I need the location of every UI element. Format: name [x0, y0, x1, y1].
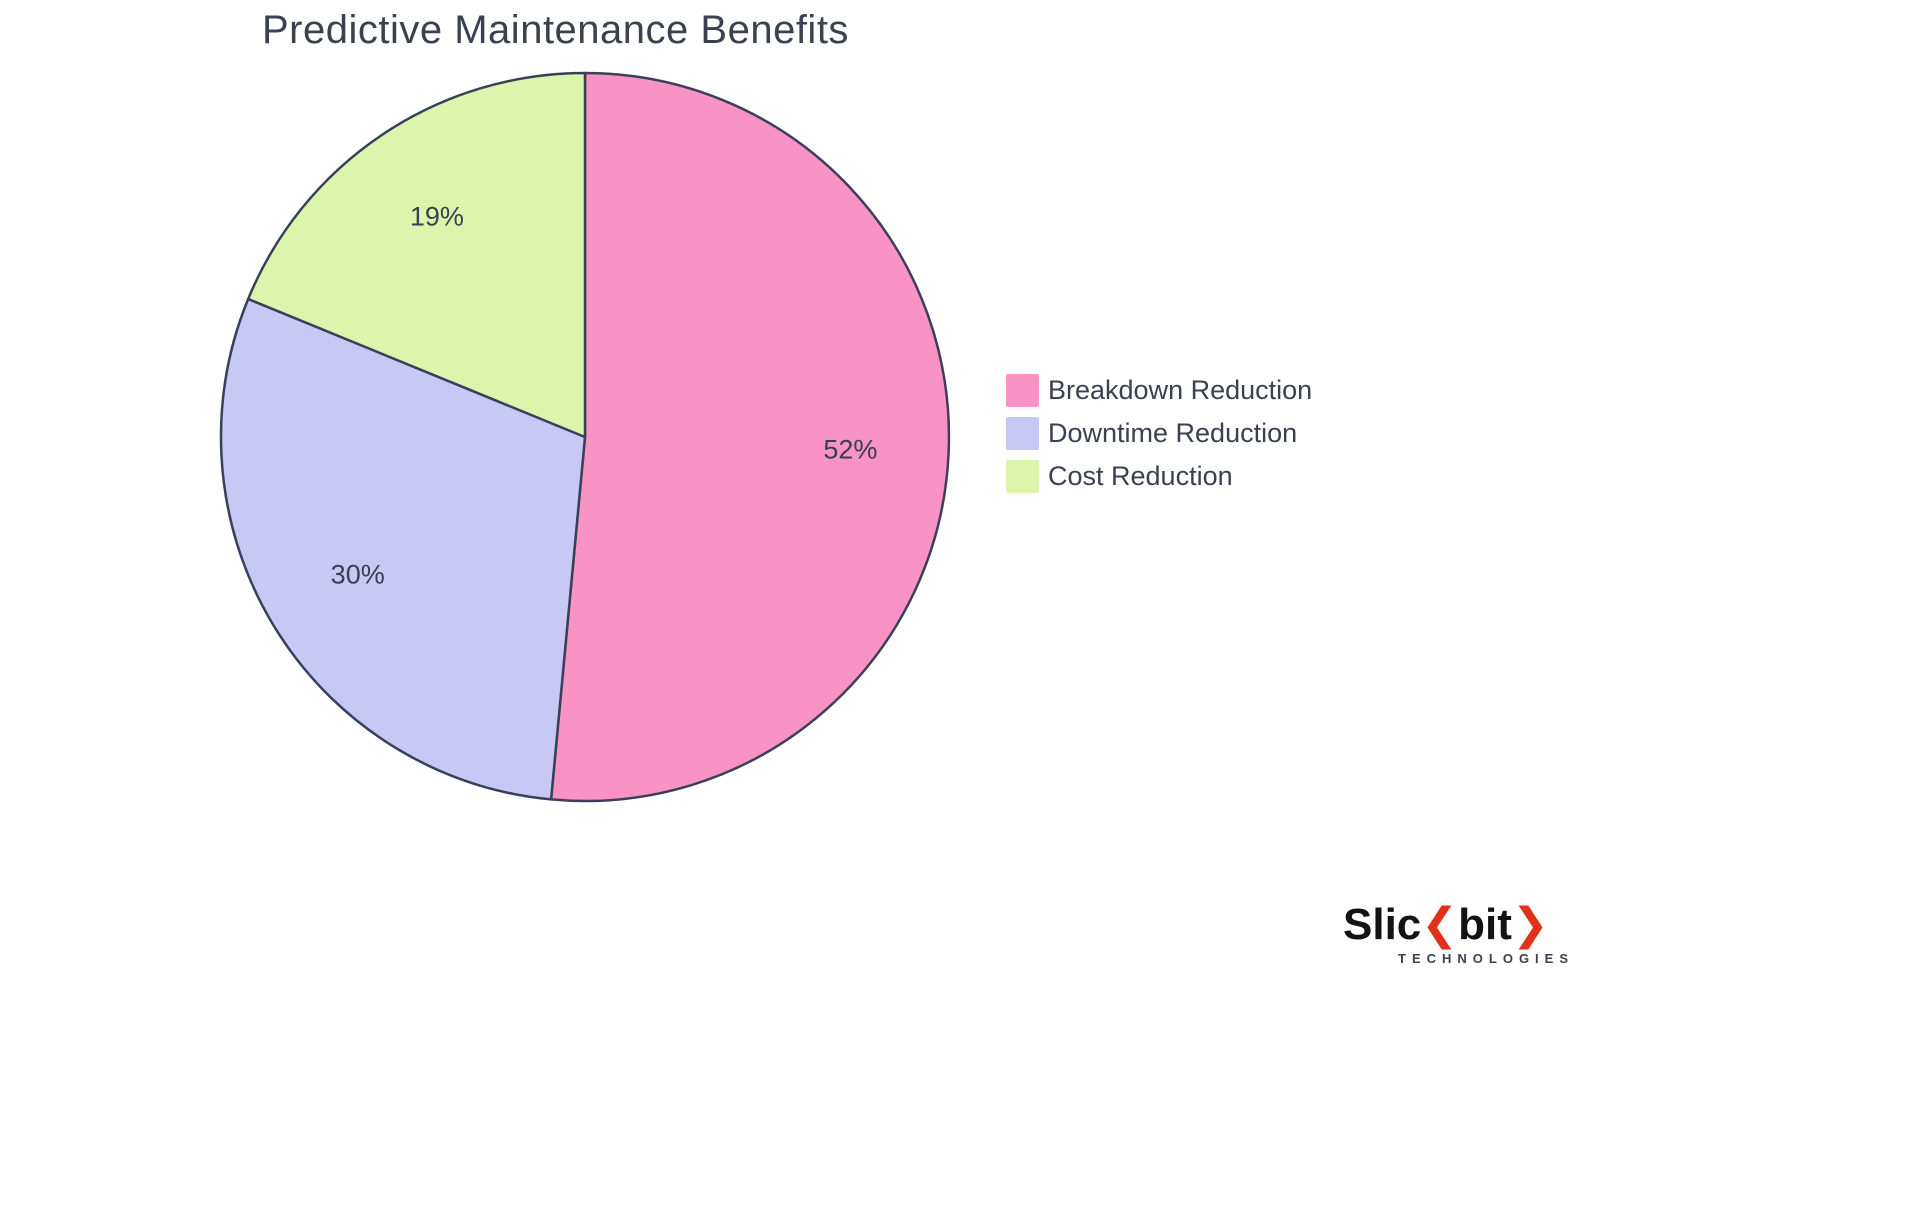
- legend-swatch: [1006, 374, 1039, 407]
- brand-text-prefix: Slic: [1343, 900, 1422, 949]
- legend-item-cost-reduction[interactable]: Cost Reduction: [1006, 460, 1312, 493]
- brand-wordmark: Slic❮bit❯: [1343, 903, 1574, 947]
- legend-item-breakdown-reduction[interactable]: Breakdown Reduction: [1006, 374, 1312, 407]
- legend-label: Downtime Reduction: [1048, 418, 1298, 448]
- pie-slice-value-label: 30%: [331, 560, 385, 590]
- brand-text-suffix: bit: [1458, 900, 1512, 949]
- pie-slice-downtime-reduction[interactable]: [219, 297, 587, 801]
- brand-logo: Slic❮bit❯ TECHNOLOGIES: [1343, 903, 1575, 967]
- pie-slice-cost-reduction[interactable]: [246, 71, 587, 439]
- chart-legend: Breakdown Reduction Downtime Reduction Cos…: [1006, 374, 1312, 503]
- pie-slice-value-label: 19%: [410, 201, 464, 231]
- legend-label: Cost Reduction: [1048, 461, 1233, 491]
- chart-title: Predictive Maintenance Benefits: [262, 8, 849, 52]
- legend-item-downtime-reduction[interactable]: Downtime Reduction: [1006, 417, 1312, 450]
- brand-tagline: TECHNOLOGIES: [1398, 951, 1575, 966]
- legend-label: Breakdown Reduction: [1048, 375, 1313, 405]
- pie-slice-value-label: 52%: [823, 434, 877, 464]
- pie-slice-breakdown-reduction[interactable]: [549, 71, 951, 803]
- legend-swatch: [1006, 417, 1039, 450]
- chevron-left-icon: ❮: [1421, 900, 1459, 949]
- legend-swatch: [1006, 460, 1039, 493]
- chevron-right-icon: ❯: [1511, 900, 1549, 949]
